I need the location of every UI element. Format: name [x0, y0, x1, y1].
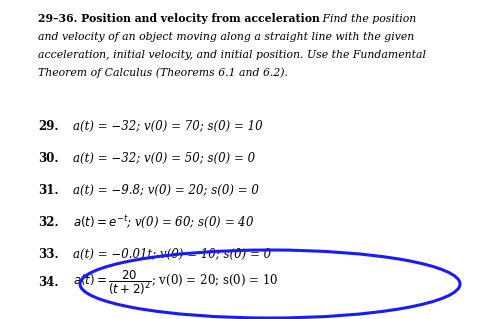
- Text: Find the position: Find the position: [320, 14, 416, 24]
- Text: 31.: 31.: [38, 183, 58, 197]
- Text: a(t) = −32; v(0) = 70; s(0) = 10: a(t) = −32; v(0) = 70; s(0) = 10: [73, 120, 262, 132]
- Text: and velocity of an object moving along a straight line with the given: and velocity of an object moving along a…: [38, 32, 414, 42]
- Text: $a(t) = \dfrac{20}{(t+2)^2}$; v(0) = 20; s(0) = 10: $a(t) = \dfrac{20}{(t+2)^2}$; v(0) = 20;…: [73, 269, 278, 297]
- Text: acceleration, initial velocity, and initial position. Use the Fundamental: acceleration, initial velocity, and init…: [38, 50, 426, 60]
- Text: a(t) = −9.8; v(0) = 20; s(0) = 0: a(t) = −9.8; v(0) = 20; s(0) = 0: [73, 183, 259, 197]
- Text: 30.: 30.: [38, 152, 58, 165]
- Text: Theorem of Calculus (Theorems 6.1 and 6.2).: Theorem of Calculus (Theorems 6.1 and 6.…: [38, 68, 288, 78]
- Text: 29.: 29.: [38, 120, 58, 132]
- Text: 29–36. Position and velocity from acceleration: 29–36. Position and velocity from accele…: [38, 13, 320, 25]
- Text: 34.: 34.: [38, 277, 58, 290]
- Text: $a(t) = e^{-t}$; v(0) = 60; s(0) = 40: $a(t) = e^{-t}$; v(0) = 60; s(0) = 40: [73, 214, 254, 230]
- Text: a(t) = −0.01t; v(0) = 10; s(0) = 0: a(t) = −0.01t; v(0) = 10; s(0) = 0: [73, 248, 271, 261]
- Text: 33.: 33.: [38, 248, 58, 261]
- Text: a(t) = −32; v(0) = 50; s(0) = 0: a(t) = −32; v(0) = 50; s(0) = 0: [73, 152, 255, 165]
- Text: 32.: 32.: [38, 216, 58, 228]
